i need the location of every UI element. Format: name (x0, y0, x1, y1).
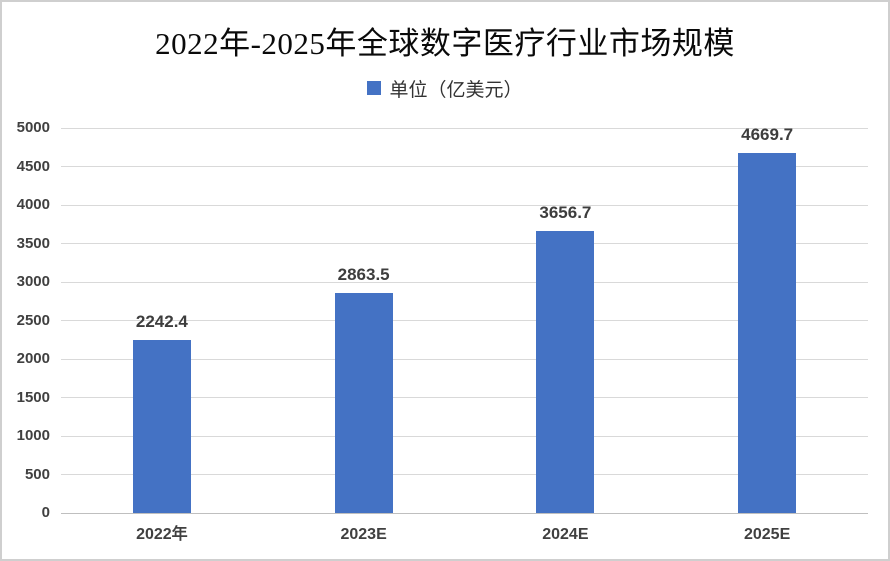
gridline (61, 281, 868, 283)
bar (738, 153, 797, 513)
bar-value-label: 4669.7 (741, 125, 794, 145)
y-axis-tick-label: 5000 (16, 119, 50, 136)
x-axis-category-label: 2024E (542, 526, 589, 543)
y-axis-tick-label: 2500 (16, 311, 50, 329)
y-axis-tick-label: 3000 (16, 273, 50, 290)
gridline (61, 320, 868, 321)
x-axis-category-label: 2023E (340, 526, 387, 543)
y-axis-tick-label: 500 (24, 465, 50, 483)
gridline (61, 358, 868, 360)
y-axis-tick-label: 1000 (16, 427, 50, 444)
legend-label: 单位（亿美元） (389, 79, 523, 101)
gridline (61, 204, 868, 206)
y-axis-tick-label: 4500 (16, 157, 50, 175)
x-axis-line (61, 512, 868, 514)
bar (334, 292, 393, 513)
gridline (61, 435, 868, 437)
gridline (61, 166, 868, 167)
bar-value-label: 2863.5 (337, 264, 390, 284)
y-axis-tick-label: 0 (41, 504, 50, 521)
gridline (61, 127, 868, 129)
bar-value-label: 3656.7 (539, 203, 592, 223)
gridline (61, 397, 868, 398)
legend-marker-icon (367, 81, 382, 95)
y-axis-tick-label: 3500 (16, 234, 50, 252)
legend: 单位（亿美元） (2, 76, 888, 101)
chart-title: 2022年-2025年全球数字医疗行业市场规模 (155, 26, 735, 61)
bar (536, 231, 595, 513)
y-axis-tick-label: 1500 (16, 388, 50, 406)
y-axis-tick-label: 4000 (16, 196, 50, 213)
gridline (61, 474, 868, 475)
x-axis-category-label: 2025E (743, 526, 791, 543)
x-axis-category-label: 2022年 (136, 526, 188, 543)
y-axis-tick-label: 2000 (16, 350, 50, 367)
gridline (61, 243, 868, 244)
bar-value-label: 2242.4 (135, 312, 188, 332)
bar (132, 340, 191, 513)
